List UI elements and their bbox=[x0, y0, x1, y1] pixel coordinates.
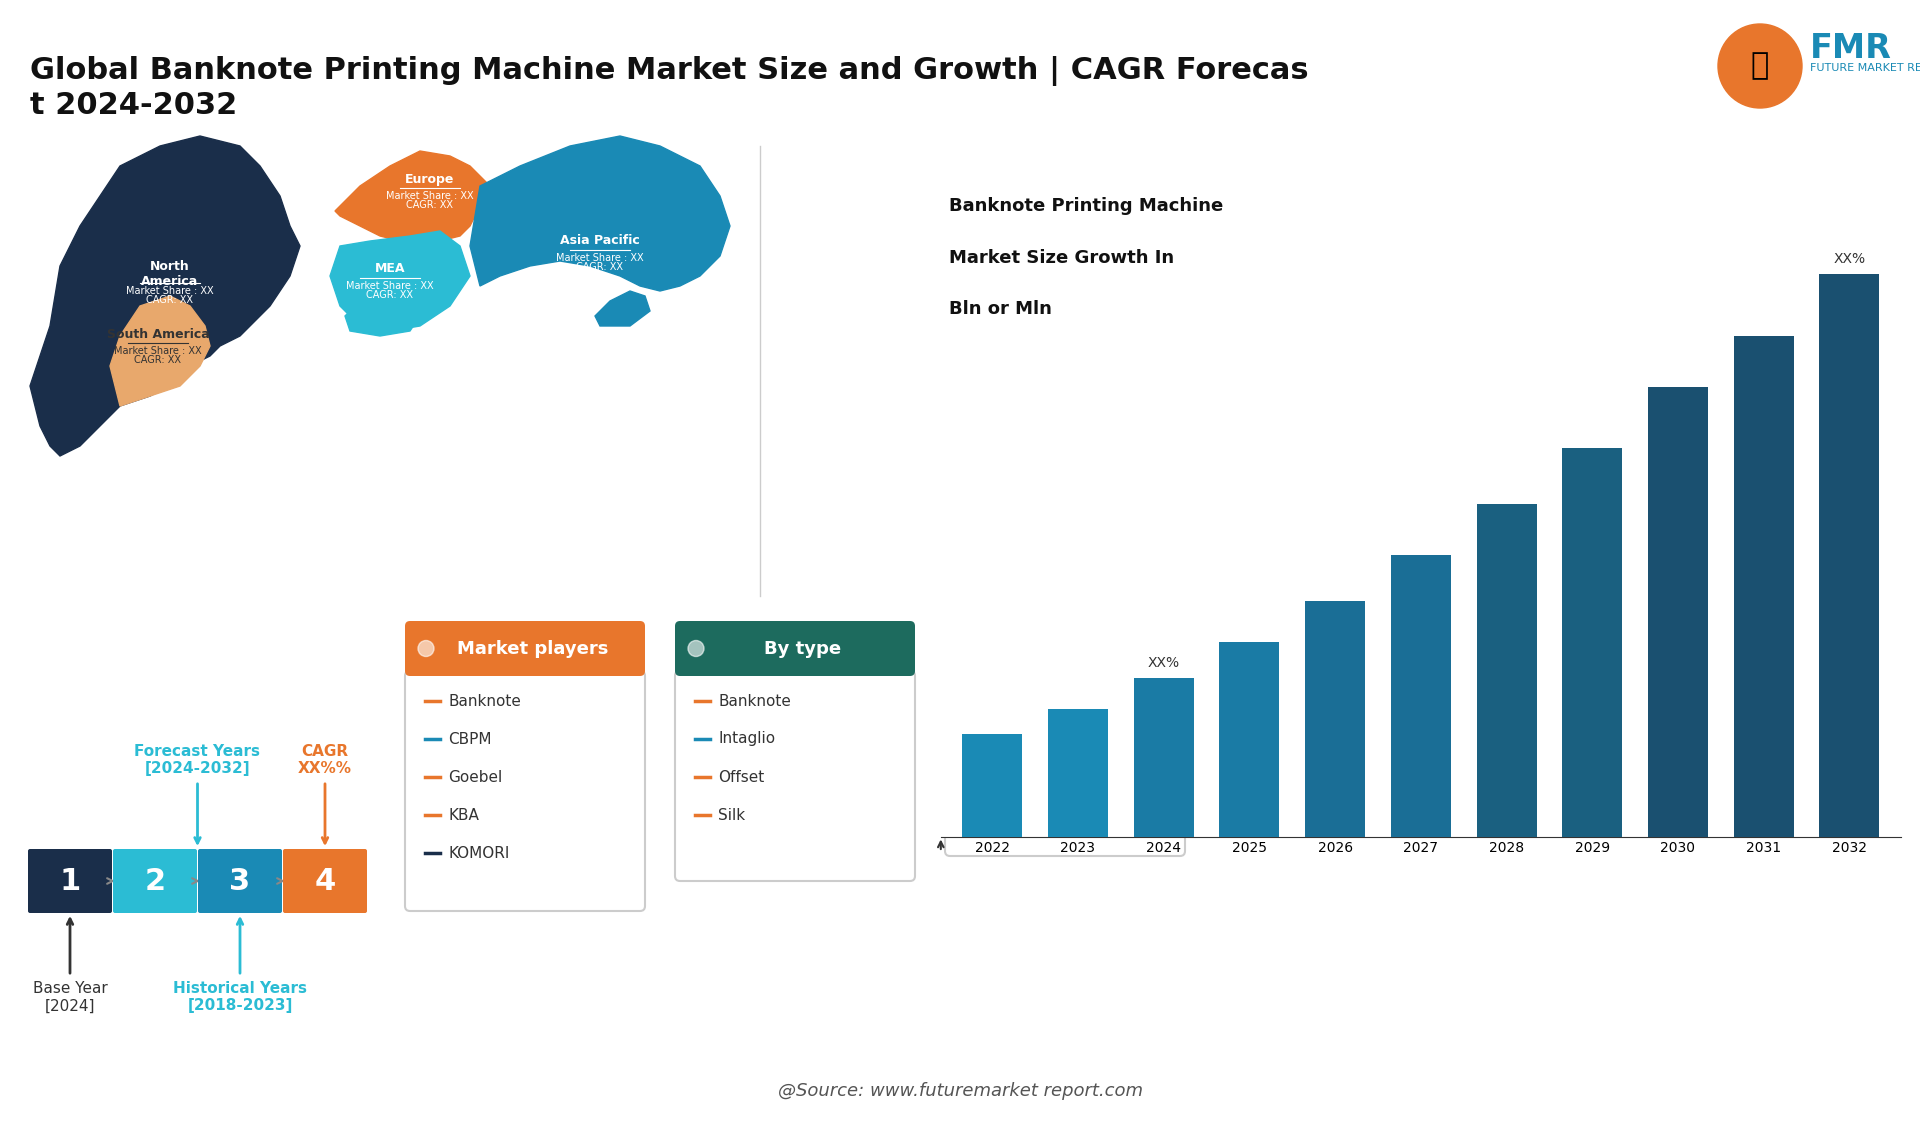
Text: 4: 4 bbox=[315, 866, 336, 895]
Text: Historical Years
[2018-2023]: Historical Years [2018-2023] bbox=[173, 981, 307, 1013]
Text: CAGR
XX%%: CAGR XX%% bbox=[298, 744, 351, 776]
Text: Global Banknote Printing Machine Market Size and Growth | CAGR Forecas: Global Banknote Printing Machine Market … bbox=[31, 56, 1309, 86]
Polygon shape bbox=[31, 136, 300, 456]
Text: South America: South America bbox=[108, 328, 209, 340]
Bar bbox=[1734, 336, 1793, 837]
Circle shape bbox=[419, 641, 434, 657]
Text: Base Year
[2024]: Base Year [2024] bbox=[33, 981, 108, 1013]
FancyBboxPatch shape bbox=[405, 672, 645, 911]
Text: By type: By type bbox=[764, 639, 841, 658]
Polygon shape bbox=[334, 151, 490, 246]
Bar bbox=[1476, 504, 1536, 837]
FancyBboxPatch shape bbox=[29, 849, 111, 913]
Text: CBPM: CBPM bbox=[447, 731, 492, 746]
Text: Forecast Years
[2024-2032]: Forecast Years [2024-2032] bbox=[134, 744, 261, 776]
Bar bbox=[1390, 556, 1452, 837]
Text: XX%: XX% bbox=[1148, 657, 1179, 670]
Text: Intaglio: Intaglio bbox=[718, 731, 776, 746]
Text: t 2024-2032: t 2024-2032 bbox=[31, 91, 238, 120]
Text: Market Share : XX: Market Share : XX bbox=[386, 191, 474, 201]
Text: Market Share : XX: Market Share : XX bbox=[113, 346, 202, 356]
FancyBboxPatch shape bbox=[405, 621, 645, 676]
Text: CAGR: XX: CAGR: XX bbox=[407, 201, 453, 210]
Text: Market players: Market players bbox=[457, 639, 609, 658]
Text: Banknote: Banknote bbox=[989, 693, 1062, 708]
Bar bbox=[1647, 386, 1709, 837]
Bar bbox=[962, 735, 1021, 837]
Text: Silk: Silk bbox=[718, 808, 745, 823]
Text: FMR: FMR bbox=[1811, 31, 1891, 64]
Polygon shape bbox=[109, 296, 209, 406]
Text: Offset: Offset bbox=[718, 769, 764, 785]
Text: 🔭: 🔭 bbox=[1751, 52, 1768, 80]
Bar bbox=[1563, 448, 1622, 837]
Text: KBA: KBA bbox=[447, 808, 478, 823]
Text: KOMORI: KOMORI bbox=[447, 846, 509, 861]
Bar bbox=[1048, 708, 1108, 837]
FancyBboxPatch shape bbox=[676, 672, 916, 881]
Text: 2: 2 bbox=[144, 866, 165, 895]
Text: Europe: Europe bbox=[405, 173, 455, 186]
Text: Banknote Printing Machine: Banknote Printing Machine bbox=[948, 197, 1223, 215]
FancyBboxPatch shape bbox=[945, 621, 1185, 676]
Text: Bln or Mln: Bln or Mln bbox=[948, 300, 1052, 317]
Text: 1: 1 bbox=[60, 866, 81, 895]
Circle shape bbox=[1718, 24, 1803, 108]
Text: CAGR: XX: CAGR: XX bbox=[146, 295, 194, 305]
Text: 3: 3 bbox=[228, 866, 252, 895]
Polygon shape bbox=[330, 231, 470, 331]
FancyBboxPatch shape bbox=[676, 621, 916, 676]
Text: Governments: Governments bbox=[989, 769, 1091, 785]
Text: XX%: XX% bbox=[1834, 252, 1866, 267]
Text: Central: Central bbox=[989, 731, 1044, 746]
Text: Asia Pacific: Asia Pacific bbox=[561, 235, 639, 248]
Text: Market Share : XX: Market Share : XX bbox=[557, 253, 643, 262]
Text: CAGR: XX: CAGR: XX bbox=[134, 355, 182, 364]
Text: Market Size Growth In: Market Size Growth In bbox=[948, 249, 1175, 267]
Bar bbox=[1820, 274, 1880, 837]
Bar bbox=[1306, 602, 1365, 837]
Circle shape bbox=[687, 641, 705, 657]
Text: Banknote: Banknote bbox=[447, 693, 520, 708]
FancyBboxPatch shape bbox=[113, 849, 198, 913]
Polygon shape bbox=[346, 286, 420, 336]
Text: Market Share : XX: Market Share : XX bbox=[346, 281, 434, 291]
Circle shape bbox=[958, 641, 973, 657]
Text: CAGR: XX: CAGR: XX bbox=[367, 290, 413, 300]
Text: CAGR: XX: CAGR: XX bbox=[576, 262, 624, 272]
FancyBboxPatch shape bbox=[282, 849, 367, 913]
Polygon shape bbox=[595, 291, 651, 325]
Text: North
America: North America bbox=[142, 260, 198, 288]
Text: Banknote: Banknote bbox=[718, 693, 791, 708]
Bar bbox=[1219, 642, 1279, 837]
FancyBboxPatch shape bbox=[198, 849, 282, 913]
Text: Market Share : XX: Market Share : XX bbox=[127, 286, 213, 296]
Text: FUTURE MARKET REPORT: FUTURE MARKET REPORT bbox=[1811, 63, 1920, 73]
Text: By application: By application bbox=[1000, 639, 1144, 658]
FancyBboxPatch shape bbox=[945, 672, 1185, 856]
Text: Goebel: Goebel bbox=[447, 769, 503, 785]
Text: @Source: www.futuremarket report.com: @Source: www.futuremarket report.com bbox=[778, 1082, 1142, 1100]
Polygon shape bbox=[470, 136, 730, 291]
Bar bbox=[1133, 678, 1194, 837]
Text: MEA: MEA bbox=[374, 262, 405, 275]
